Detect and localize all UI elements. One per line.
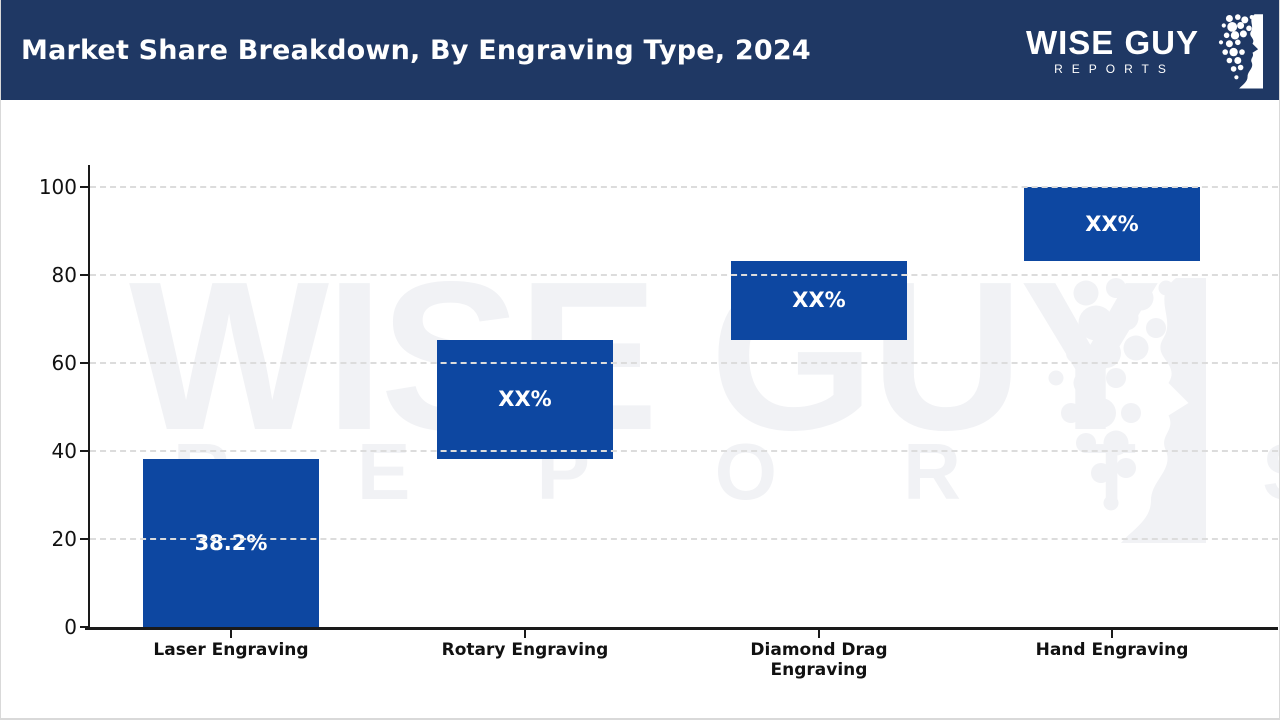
gridline-20	[90, 537, 1278, 540]
y-tick-label-60: 60	[51, 350, 77, 375]
x-category-label: Rotary Engraving	[441, 640, 609, 660]
x-tick-mark-4	[1111, 630, 1113, 638]
logo-head-dots-icon	[1218, 14, 1263, 89]
bar-hand-engraving: XX%	[1024, 186, 1200, 261]
x-axis-spine	[85, 627, 1278, 630]
logo-text: WISE GUY REPORTS	[1026, 26, 1199, 75]
chart-title: Market Share Breakdown, By Engraving Typ…	[21, 34, 811, 66]
x-category-label: Hand Engraving	[1035, 640, 1189, 660]
bar-value-label: XX%	[792, 288, 846, 313]
x-tick-mark-1	[230, 630, 232, 638]
y-tick-mark-0	[80, 626, 88, 628]
y-tick-label-0: 0	[64, 615, 77, 639]
y-tick-mark-100	[80, 185, 88, 188]
watermark-head-dots-icon	[1048, 278, 1206, 543]
bar-laser-engraving: 38.2%	[143, 458, 319, 627]
logo-subtitle: REPORTS	[1054, 61, 1175, 76]
y-tick-mark-40	[80, 449, 88, 452]
y-tick-mark-20	[80, 537, 88, 540]
x-tick-mark-3	[818, 630, 820, 638]
gridline-40	[90, 449, 1278, 452]
y-axis-spine	[88, 165, 90, 627]
logo-wordmark: WISE GUY	[1025, 23, 1199, 61]
bar-rotary-engraving: XX%	[437, 339, 613, 459]
x-tick-mark-2	[524, 630, 526, 638]
gridline-80	[90, 273, 1278, 276]
y-tick-mark-60	[80, 361, 88, 364]
bar-value-label: 38.2%	[194, 530, 268, 555]
y-tick-label-100: 100	[38, 174, 77, 199]
y-tick-mark-80	[80, 273, 88, 276]
y-tick-label-80: 80	[51, 262, 77, 287]
x-category-label: Laser Engraving	[153, 640, 309, 660]
y-tick-label-40: 40	[51, 438, 77, 463]
watermark-wordmark: WISE GUY	[129, 237, 1161, 474]
gridline-100	[90, 185, 1278, 188]
x-category-label: Diamond Drag Engraving	[750, 640, 888, 680]
bar-value-label: XX%	[1085, 211, 1139, 236]
bar-diamond-drag-engraving: XX%	[731, 260, 907, 340]
y-tick-label-20: 20	[51, 526, 77, 551]
gridline-60	[90, 361, 1278, 364]
header-band: Market Share Breakdown, By Engraving Typ…	[1, 0, 1279, 100]
wise-guy-logo: WISE GUY REPORTS	[1026, 10, 1263, 90]
bar-value-label: XX%	[498, 387, 552, 412]
